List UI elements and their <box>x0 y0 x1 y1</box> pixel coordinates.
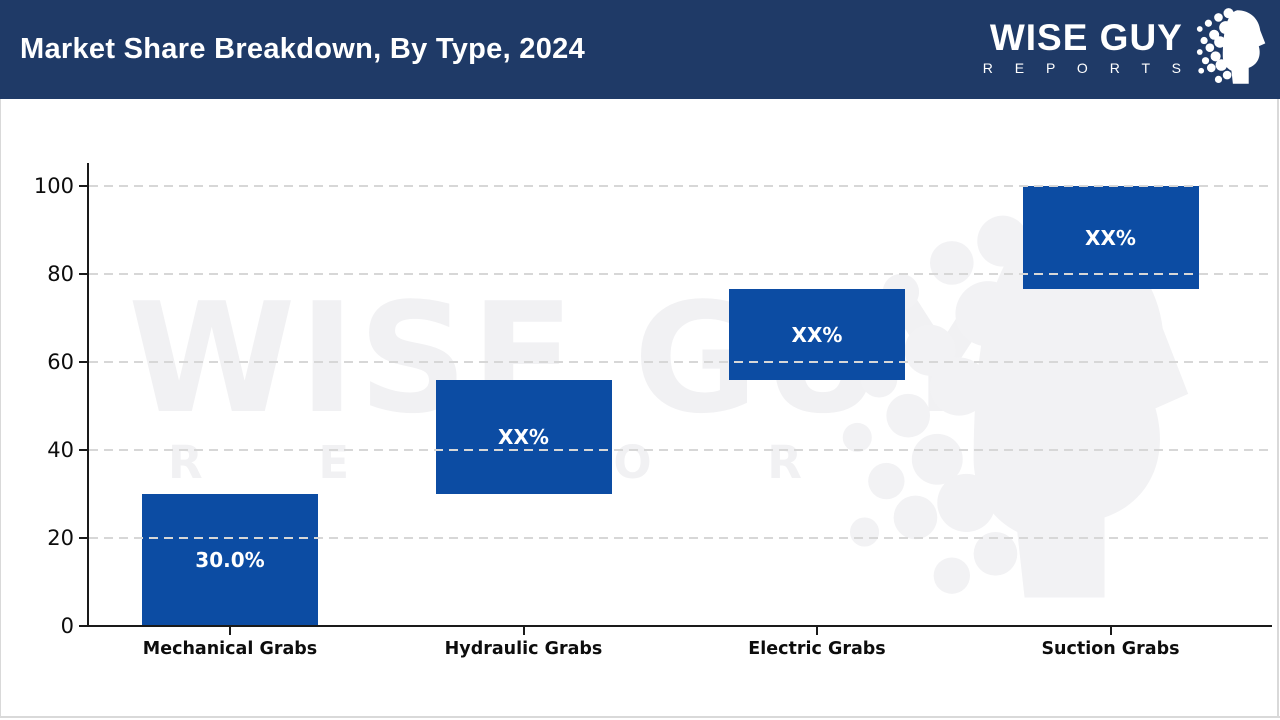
x-tick-label: Suction Grabs <box>1041 639 1180 659</box>
y-tick-mark <box>79 273 87 275</box>
y-tick-label: 80 <box>47 262 74 286</box>
brand-subtitle: R E P O R T S <box>982 60 1190 76</box>
gridline-y-80 <box>89 273 1272 275</box>
bar-electric-grabs <box>729 289 905 380</box>
gridline-y-100 <box>89 185 1272 187</box>
y-tick-mark <box>79 625 87 627</box>
x-tick-label: Mechanical Grabs <box>142 639 318 659</box>
x-tick-mark <box>522 627 525 635</box>
bar-value-label: 30.0% <box>195 548 265 572</box>
y-axis-line <box>87 163 89 627</box>
y-tick-label: 0 <box>60 614 74 638</box>
brand-logo-text: WISE GUY R E P O R T S <box>982 17 1190 77</box>
y-tick-label: 40 <box>47 438 74 462</box>
bar-value-label: XX% <box>1085 225 1136 250</box>
bar-mechanical-grabs <box>142 494 318 626</box>
x-tick-mark <box>229 627 231 635</box>
brand-name: WISE GUY <box>989 17 1183 58</box>
frame-right <box>1277 99 1279 717</box>
gridline-y-40 <box>89 449 1272 451</box>
y-tick-mark <box>79 361 87 363</box>
x-tick-mark <box>1109 627 1112 635</box>
x-tick-label: Electric Grabs <box>748 639 886 659</box>
bar-value-label: XX% <box>791 322 843 347</box>
frame-left <box>0 99 1 717</box>
bar-value-label: XX% <box>498 424 549 449</box>
gridline-y-20 <box>89 537 1272 539</box>
y-tick-label: 100 <box>33 174 74 198</box>
brand-logo: WISE GUY R E P O R T S <box>983 6 1266 88</box>
page-title: Market Share Breakdown, By Type, 2024 <box>20 33 586 65</box>
y-tick-label: 60 <box>47 350 74 374</box>
y-tick-mark <box>79 185 87 187</box>
y-tick-mark <box>79 537 87 539</box>
y-tick-mark <box>79 449 87 451</box>
y-tick-label: 20 <box>47 526 74 550</box>
bar-hydraulic-grabs <box>435 379 612 494</box>
frame-bottom <box>0 716 1280 718</box>
bar-suction-grabs <box>1022 186 1199 290</box>
header-band: Market Share Breakdown, By Type, 2024 WI… <box>0 0 1280 99</box>
x-tick-mark <box>816 627 818 635</box>
x-tick-label: Hydraulic Grabs <box>444 639 603 659</box>
dotted-face-icon <box>1196 8 1266 84</box>
x-axis-line <box>87 625 1272 627</box>
gridline-y-60 <box>89 361 1272 363</box>
